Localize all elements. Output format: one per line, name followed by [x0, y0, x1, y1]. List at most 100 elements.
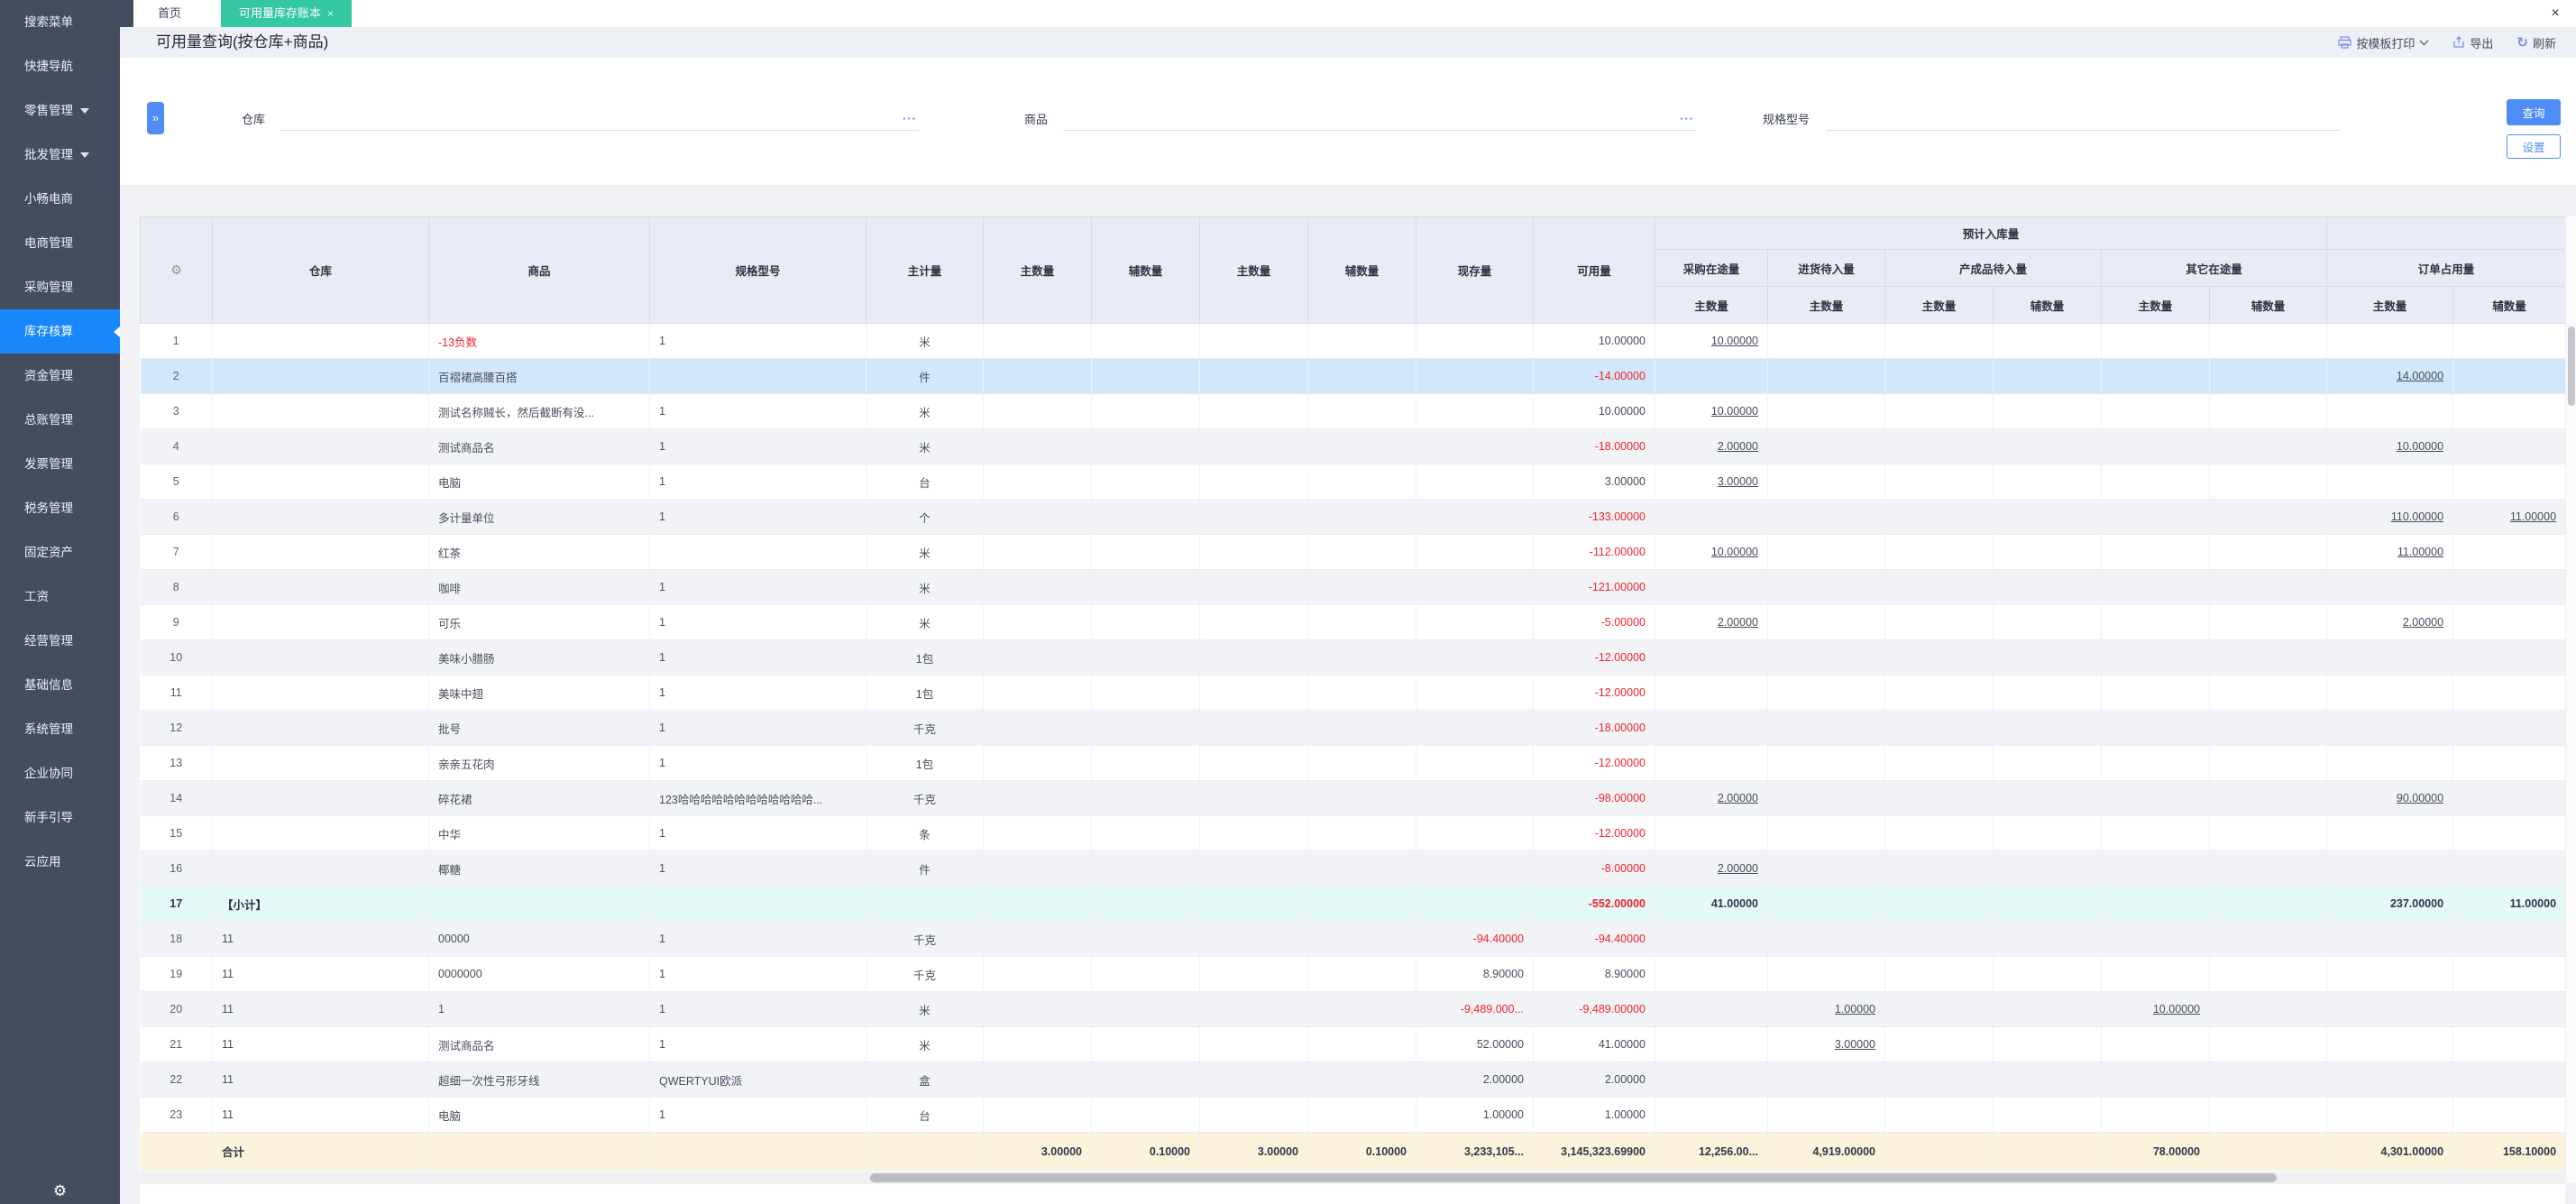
sub-header-finished-aux[interactable]: 辅数量: [1993, 286, 2102, 324]
sidebar-item-批发管理[interactable]: 批发管理: [0, 133, 120, 177]
horizontal-scrollbar[interactable]: [140, 1172, 2565, 1184]
drilldown-link[interactable]: 10.00000: [1710, 405, 1758, 418]
table-row[interactable]: 14 碎花裙 123哈哈哈哈哈哈哈哈哈哈哈哈... 千克 -98.00000 2.0000…: [140, 780, 2567, 816]
print-by-template-button[interactable]: 按模板打印: [2338, 34, 2429, 51]
col-header-onhand[interactable]: 现存量: [1416, 216, 1534, 324]
sub-header-order-main[interactable]: 主数量: [2326, 286, 2454, 324]
sub-header-order-aux[interactable]: 辅数量: [2452, 286, 2567, 324]
sidebar-item-库存核算[interactable]: 库存核算: [0, 309, 120, 354]
column-settings-gear-icon[interactable]: ⚙: [170, 262, 182, 277]
table-row[interactable]: 16 椰糖 1 件 -8.00000 2.00000: [140, 850, 2567, 887]
table-row[interactable]: 1 -13负数 1 米 10.00000 10.00000: [140, 323, 2567, 359]
drilldown-link[interactable]: 2.00000: [1717, 616, 1758, 629]
horizontal-scrollbar-thumb[interactable]: [870, 1173, 2277, 1182]
tab-active-ledger[interactable]: 可用量库存账本 ×: [221, 0, 352, 27]
drilldown-link[interactable]: 3.00000: [1717, 475, 1758, 488]
table-row[interactable]: 20 11 1 1 米 -9,489.000... -9,489.00000 1.00000 1…: [140, 991, 2567, 1027]
sidebar-item-发票管理[interactable]: 发票管理: [0, 442, 120, 486]
col-header-purchase-transit[interactable]: 采购在途量: [1655, 249, 1768, 287]
table-row[interactable]: 7 红茶 米 -112.00000 10.00000 11.00000: [140, 534, 2567, 570]
window-close-icon[interactable]: ×: [2551, 5, 2560, 21]
query-button[interactable]: 查询: [2507, 99, 2561, 125]
col-header-warehouse[interactable]: 仓库: [212, 216, 429, 324]
col-header-main-qty-2[interactable]: 主数量: [1199, 216, 1308, 324]
table-subtotal-row[interactable]: 17 【小计】 -552.00000 41.00000 237.00000 11.0000…: [140, 886, 2567, 922]
table-row[interactable]: 21 11 测试商品名 1 米 52.00000 41.00000 3.00000: [140, 1026, 2567, 1062]
sub-header-purchase-main[interactable]: 主数量: [1655, 286, 1768, 324]
drilldown-link[interactable]: 10.00000: [2152, 1003, 2200, 1016]
sidebar-item-经营管理[interactable]: 经营管理: [0, 619, 120, 663]
table-row[interactable]: 6 多计量单位 1 个 -133.00000 110.00000 11.00000: [140, 499, 2567, 535]
sidebar-item-快捷导航[interactable]: 快捷导航: [0, 44, 120, 88]
drilldown-link[interactable]: 2.00000: [2402, 616, 2444, 629]
vertical-scrollbar-thumb[interactable]: [2568, 326, 2575, 406]
chevron-down-icon[interactable]: [2419, 40, 2429, 46]
col-header-product[interactable]: 商品: [428, 216, 650, 324]
product-picker-icon[interactable]: ···: [1680, 112, 1694, 125]
drilldown-link[interactable]: 10.00000: [2396, 440, 2444, 453]
table-row[interactable]: 19 11 0000000 1 千克 8.90000 8.90000: [140, 956, 2567, 992]
sidebar-item-总账管理[interactable]: 总账管理: [0, 398, 120, 442]
col-header-finished-pending[interactable]: 产成品待入量: [1884, 249, 2102, 287]
export-button[interactable]: 导出: [2452, 34, 2493, 51]
collapse-filters-button[interactable]: »: [147, 102, 164, 134]
sidebar-item-税务管理[interactable]: 税务管理: [0, 486, 120, 530]
drilldown-link[interactable]: 1.00000: [1834, 1003, 1875, 1016]
col-header-spec[interactable]: 规格型号: [649, 216, 866, 324]
drilldown-link[interactable]: 110.00000: [2390, 510, 2444, 523]
sidebar-item-电商管理[interactable]: 电商管理: [0, 221, 120, 265]
refresh-button[interactable]: ↻ 刷新: [2516, 34, 2556, 51]
table-row[interactable]: 10 美味小腊肠 1 1包 -12.00000: [140, 639, 2567, 676]
drilldown-link[interactable]: 10.00000: [1710, 546, 1758, 558]
drilldown-link[interactable]: 14.00000: [2396, 370, 2444, 382]
col-header-other-transit[interactable]: 其它在途量: [2100, 249, 2328, 287]
tab-close-icon[interactable]: ×: [327, 7, 335, 20]
column-settings-header[interactable]: ⚙: [140, 216, 213, 324]
sidebar-item-固定资产[interactable]: 固定资产: [0, 530, 120, 574]
table-row[interactable]: 5 电脑 1 台 3.00000 3.00000: [140, 464, 2567, 500]
col-header-aux-qty-1[interactable]: 辅数量: [1091, 216, 1200, 324]
sub-header-incoming-main[interactable]: 主数量: [1767, 286, 1885, 324]
drilldown-link[interactable]: 3.00000: [1834, 1038, 1875, 1051]
sidebar-settings-gear-icon[interactable]: ⚙: [52, 1182, 68, 1199]
sub-header-other-aux[interactable]: 辅数量: [2208, 286, 2328, 324]
sidebar-item-云应用[interactable]: 云应用: [0, 840, 120, 884]
sidebar-item-工资[interactable]: 工资: [0, 574, 120, 619]
tab-home[interactable]: 首页: [133, 0, 206, 27]
table-row[interactable]: 8 咖啡 1 米 -121.00000: [140, 569, 2567, 605]
table-row[interactable]: 12 批号 1 千克 -18.00000: [140, 710, 2567, 746]
col-header-order-occupied[interactable]: 订单占用量: [2326, 249, 2567, 287]
table-row[interactable]: 3 测试名称贼长，然后截断有没... 1 米 10.00000 10.00000: [140, 393, 2567, 429]
col-header-unit[interactable]: 主计量: [866, 216, 984, 324]
sidebar-item-搜索菜单[interactable]: 搜索菜单: [0, 0, 120, 44]
table-row[interactable]: 18 11 00000 1 千克 -94.40000 -94.40000: [140, 921, 2567, 957]
sub-header-finished-main[interactable]: 主数量: [1884, 286, 1994, 324]
table-row[interactable]: 9 可乐 1 米 -5.00000 2.00000 2.00000: [140, 604, 2567, 640]
warehouse-input[interactable]: ···: [280, 109, 919, 131]
spec-input[interactable]: [1826, 109, 2340, 131]
drilldown-link[interactable]: 10.00000: [1710, 335, 1758, 347]
table-row[interactable]: 22 11 超细一次性弓形牙线 QWERTYUI欧派盒 2.00000 2.00000: [140, 1062, 2567, 1098]
drilldown-link[interactable]: 11.00000: [2509, 510, 2557, 523]
vertical-scrollbar[interactable]: [2565, 216, 2576, 1182]
col-header-incoming-pending[interactable]: 进货待入量: [1767, 249, 1885, 287]
filter-settings-button[interactable]: 设置: [2507, 134, 2561, 159]
sidebar-item-采购管理[interactable]: 采购管理: [0, 265, 120, 309]
col-header-available[interactable]: 可用量: [1533, 216, 1655, 324]
table-row[interactable]: 11 美味中翅 1 1包 -12.00000: [140, 675, 2567, 711]
table-row[interactable]: 15 中华 1 条 -12.00000: [140, 815, 2567, 851]
sidebar-item-企业协同[interactable]: 企业协同: [0, 751, 120, 795]
table-row[interactable]: 2 百褶裙高腰百搭 件 -14.00000 14.00000: [140, 358, 2567, 394]
drilldown-link[interactable]: 2.00000: [1717, 792, 1758, 804]
table-row[interactable]: 4 测试商品名 1 米 -18.00000 2.00000 10.00000: [140, 428, 2567, 464]
sidebar-item-新手引导[interactable]: 新手引导: [0, 795, 120, 840]
sidebar-item-基础信息[interactable]: 基础信息: [0, 663, 120, 707]
col-header-main-qty-1[interactable]: 主数量: [983, 216, 1092, 324]
table-row[interactable]: 13 亲亲五花肉 1 1包 -12.00000: [140, 745, 2567, 781]
warehouse-picker-icon[interactable]: ···: [903, 112, 917, 125]
table-row[interactable]: 23 11 电脑 1 台 1.00000 1.00000: [140, 1097, 2567, 1133]
sidebar-item-小畅电商[interactable]: 小畅电商: [0, 177, 120, 221]
col-header-aux-qty-2[interactable]: 辅数量: [1307, 216, 1416, 324]
drilldown-link[interactable]: 11.00000: [2397, 546, 2444, 558]
drilldown-link[interactable]: 90.00000: [2396, 792, 2444, 804]
